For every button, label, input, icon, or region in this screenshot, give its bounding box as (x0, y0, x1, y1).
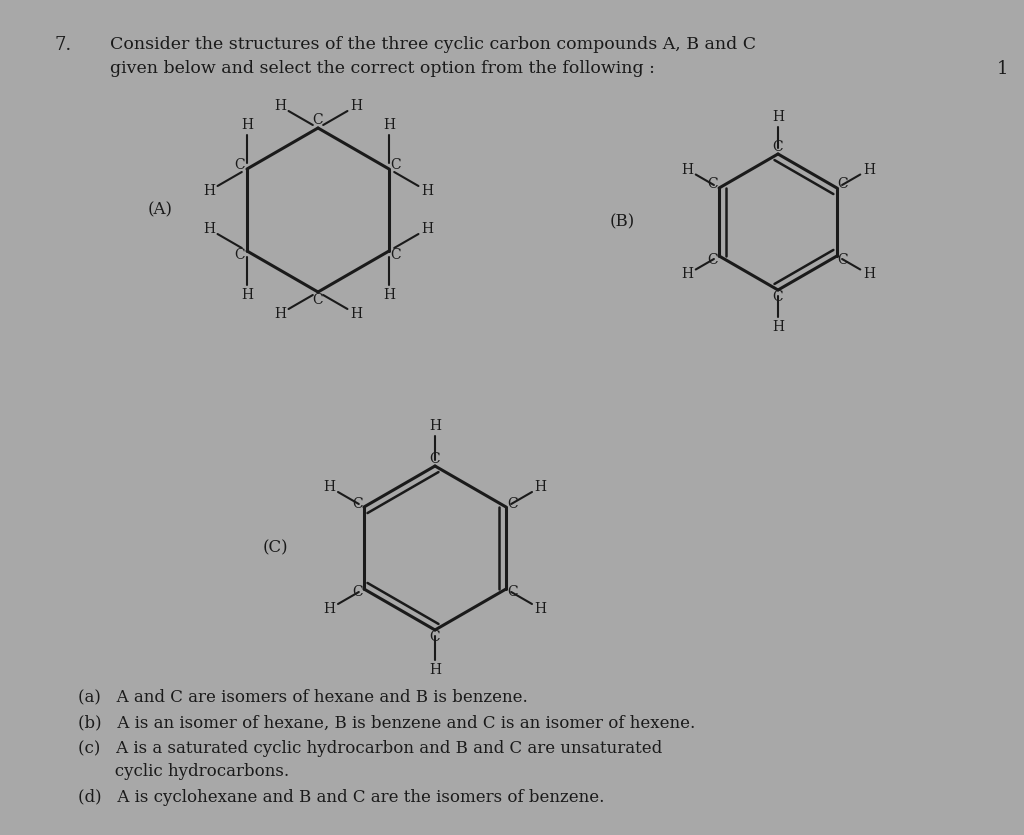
Text: H: H (350, 99, 362, 113)
Text: H: H (429, 663, 441, 677)
Text: Consider the structures of the three cyclic carbon compounds A, B and C: Consider the structures of the three cyc… (110, 36, 756, 53)
Text: H: H (273, 99, 286, 113)
Text: H: H (681, 163, 693, 176)
Text: C: C (234, 158, 246, 172)
Text: 1: 1 (996, 60, 1008, 78)
Text: C: C (390, 248, 401, 262)
Text: H: H (863, 267, 874, 281)
Text: H: H (203, 184, 215, 198)
Text: H: H (383, 288, 395, 302)
Text: H: H (324, 480, 335, 494)
Text: C: C (234, 248, 246, 262)
Text: H: H (273, 307, 286, 321)
Text: (c)   A is a saturated cyclic hydrocarbon and B and C are unsaturated: (c) A is a saturated cyclic hydrocarbon … (78, 740, 663, 757)
Text: H: H (350, 307, 362, 321)
Text: C: C (507, 585, 517, 600)
Text: H: H (535, 480, 547, 494)
Text: 7.: 7. (55, 36, 73, 54)
Text: H: H (203, 222, 215, 236)
Text: H: H (421, 222, 433, 236)
Text: C: C (773, 140, 783, 154)
Text: H: H (241, 288, 253, 302)
Text: H: H (241, 118, 253, 132)
Text: H: H (429, 419, 441, 433)
Text: C: C (430, 452, 440, 466)
Text: H: H (863, 163, 874, 176)
Text: (d)   A is cyclohexane and B and C are the isomers of benzene.: (d) A is cyclohexane and B and C are the… (78, 789, 604, 806)
Text: C: C (352, 585, 364, 600)
Text: C: C (838, 252, 848, 266)
Text: H: H (383, 118, 395, 132)
Text: H: H (535, 602, 547, 616)
Text: C: C (773, 290, 783, 304)
Text: C: C (708, 252, 719, 266)
Text: H: H (324, 602, 335, 616)
Text: C: C (312, 293, 324, 307)
Text: C: C (352, 497, 364, 510)
Text: (a)   A and C are isomers of hexane and B is benzene.: (a) A and C are isomers of hexane and B … (78, 688, 527, 705)
Text: cyclic hydrocarbons.: cyclic hydrocarbons. (78, 763, 289, 780)
Text: C: C (312, 113, 324, 127)
Text: H: H (421, 184, 433, 198)
Text: (C): (C) (263, 539, 289, 556)
Text: H: H (772, 320, 784, 334)
Text: C: C (838, 178, 848, 191)
Text: C: C (390, 158, 401, 172)
Text: (B): (B) (610, 214, 635, 230)
Text: C: C (507, 497, 517, 510)
Text: C: C (430, 630, 440, 644)
Text: H: H (772, 110, 784, 124)
Text: (A): (A) (148, 201, 173, 219)
Text: H: H (681, 267, 693, 281)
Text: C: C (708, 178, 719, 191)
Text: given below and select the correct option from the following :: given below and select the correct optio… (110, 60, 655, 77)
Text: (b)   A is an isomer of hexane, B is benzene and C is an isomer of hexene.: (b) A is an isomer of hexane, B is benze… (78, 714, 695, 731)
